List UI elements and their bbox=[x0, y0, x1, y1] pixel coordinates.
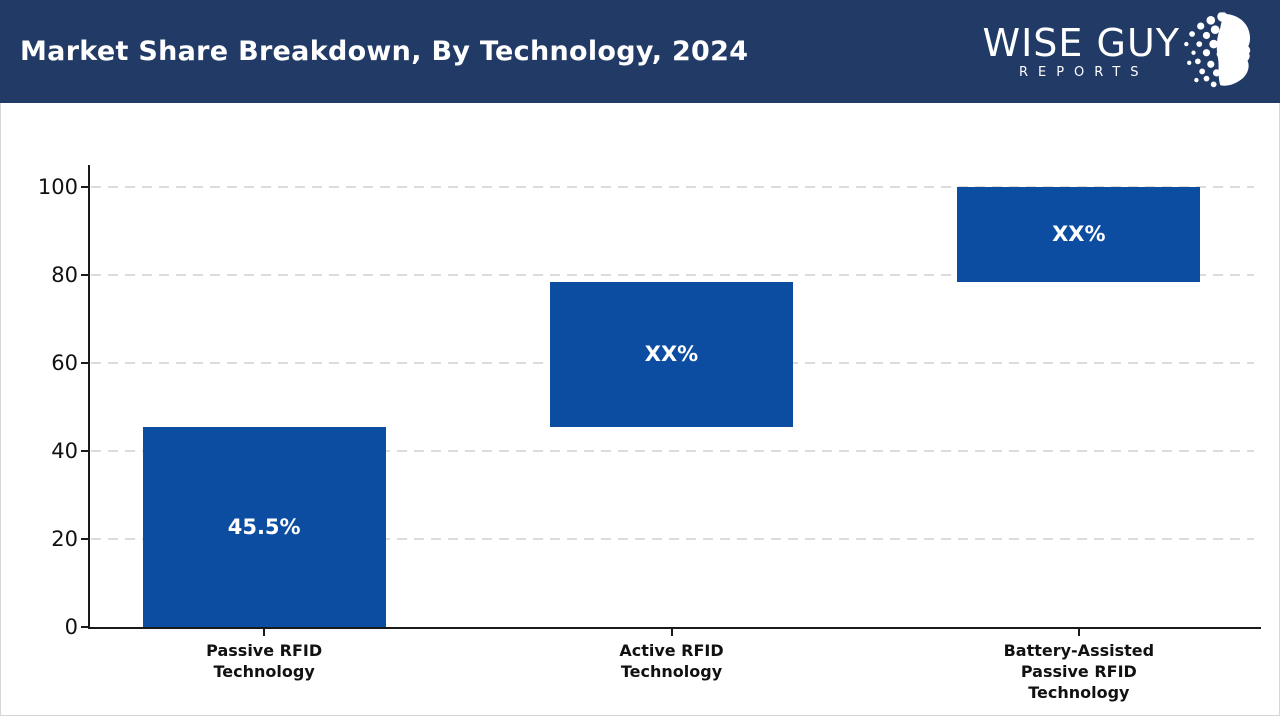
bar-value-label: 45.5% bbox=[227, 514, 301, 539]
x-axis-line bbox=[88, 627, 1261, 629]
y-tick-label: 60 bbox=[51, 351, 78, 375]
x-tick-mark bbox=[263, 629, 266, 636]
y-tick-mark bbox=[81, 450, 89, 452]
bar-value-label: XX% bbox=[1052, 222, 1106, 247]
x-tick-mark bbox=[1077, 629, 1080, 636]
x-tick-label: Battery-Assisted Passive RFID Technology bbox=[1003, 641, 1155, 703]
y-tick-mark bbox=[81, 362, 89, 364]
y-tick-label: 20 bbox=[51, 527, 78, 551]
logo-wiseguy-text: WISE GUY bbox=[982, 20, 1180, 65]
y-tick-label: 40 bbox=[51, 439, 78, 463]
y-axis-line bbox=[88, 165, 90, 629]
y-tick-label: 80 bbox=[51, 263, 78, 287]
y-tick-mark bbox=[81, 538, 89, 540]
y-tick-label: 100 bbox=[37, 175, 78, 199]
logo-dotted-head-icon bbox=[1182, 12, 1254, 92]
x-tick-label: Passive RFID Technology bbox=[206, 641, 323, 682]
x-tick-mark bbox=[670, 629, 673, 636]
gridline bbox=[91, 450, 1254, 452]
bar-value-label: XX% bbox=[644, 342, 699, 367]
gridline bbox=[91, 274, 1254, 276]
header-bar: Market Share Breakdown, By Technology, 2… bbox=[0, 0, 1280, 103]
logo: WISE GUY REPORTS bbox=[983, 12, 1254, 92]
bar bbox=[550, 281, 793, 427]
chart-title: Market Share Breakdown, By Technology, 2… bbox=[20, 36, 749, 67]
y-tick-mark bbox=[81, 186, 89, 188]
logo-reports-text: REPORTS bbox=[1018, 64, 1149, 80]
y-tick-mark bbox=[81, 274, 89, 276]
bar bbox=[142, 426, 386, 627]
logo-text: WISE GUY REPORTS bbox=[983, 24, 1180, 80]
y-tick-label: 0 bbox=[64, 615, 78, 639]
y-tick-mark bbox=[81, 626, 89, 628]
gridline bbox=[91, 538, 1254, 540]
gridline bbox=[91, 186, 1254, 188]
x-tick-label: Active RFID Technology bbox=[619, 641, 724, 682]
